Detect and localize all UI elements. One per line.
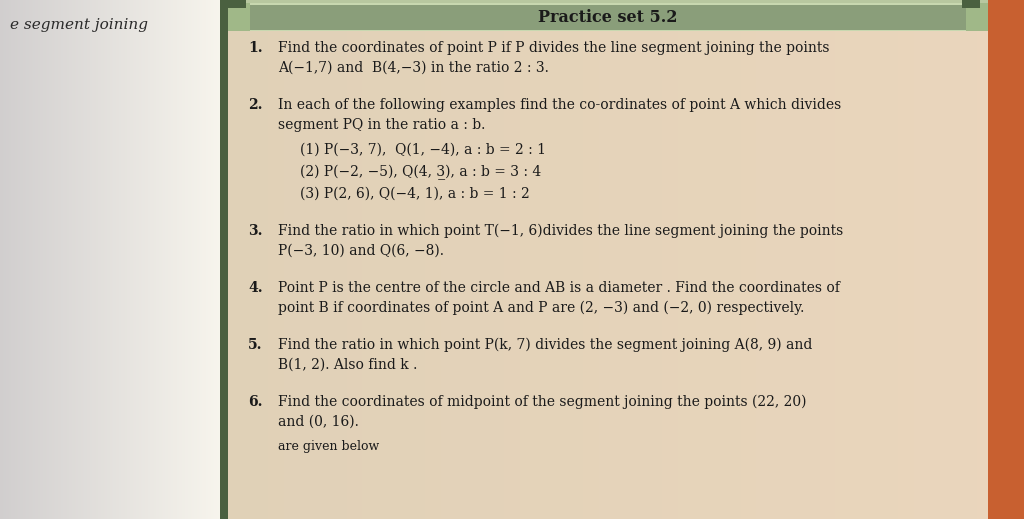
Bar [228,0,988,3]
Text: 6.: 6. [248,395,263,409]
Text: Practice set 5.2: Practice set 5.2 [539,9,678,26]
Bar [228,0,246,8]
Text: P(−3, 10) and Q(6, −8).: P(−3, 10) and Q(6, −8). [279,244,444,258]
Text: In each of the following examples find the co-ordinates of point A which divides: In each of the following examples find t… [279,98,842,112]
Text: 5.: 5. [248,338,263,352]
Text: (2) P(−2, −5), Q(4, 3̲), a : b = 3 : 4: (2) P(−2, −5), Q(4, 3̲), a : b = 3 : 4 [300,165,542,180]
Text: are given below: are given below [279,440,380,453]
Bar [228,3,250,31]
Text: (3) P(2, 6), Q(−4, 1), a : b = 1 : 2: (3) P(2, 6), Q(−4, 1), a : b = 1 : 2 [300,187,529,201]
Text: Point P is the centre of the circle and AB is a diameter . Find the coordinates : Point P is the centre of the circle and … [279,281,840,295]
Text: A(−1,7) and  B(4,−3) in the ratio 2 : 3.: A(−1,7) and B(4,−3) in the ratio 2 : 3. [279,61,549,75]
Bar [220,0,228,519]
Text: 2.: 2. [248,98,263,112]
Text: Find the ratio in which point T(−1, 6)divides the line segment joining the point: Find the ratio in which point T(−1, 6)di… [279,224,844,238]
Text: Find the coordinates of midpoint of the segment joining the points (22, 20): Find the coordinates of midpoint of the … [279,395,807,409]
Text: point B if coordinates of point A and P are (2, −3) and (−2, 0) respectively.: point B if coordinates of point A and P … [279,301,805,316]
Bar [228,30,988,31]
Text: 1.: 1. [248,41,263,55]
Bar [967,3,988,31]
Text: B(1, 2). Also find k .: B(1, 2). Also find k . [279,358,418,372]
Bar [988,0,1024,519]
Bar [963,0,980,8]
Text: and (0, 16).: and (0, 16). [279,415,359,429]
Bar [228,3,988,31]
Text: 3.: 3. [248,224,263,238]
Text: 4.: 4. [248,281,263,295]
Text: Find the coordinates of point P if P divides the line segment joining the points: Find the coordinates of point P if P div… [279,41,829,55]
Text: (1) P(−3, 7),  Q(1, −4), a : b = 2 : 1: (1) P(−3, 7), Q(1, −4), a : b = 2 : 1 [300,143,546,157]
Text: segment PQ in the ratio a : b.: segment PQ in the ratio a : b. [279,118,485,132]
Bar [228,3,988,5]
Text: e segment joining: e segment joining [10,18,148,32]
Text: Find the ratio in which point P(k, 7) divides the segment joining A(8, 9) and: Find the ratio in which point P(k, 7) di… [279,338,812,352]
